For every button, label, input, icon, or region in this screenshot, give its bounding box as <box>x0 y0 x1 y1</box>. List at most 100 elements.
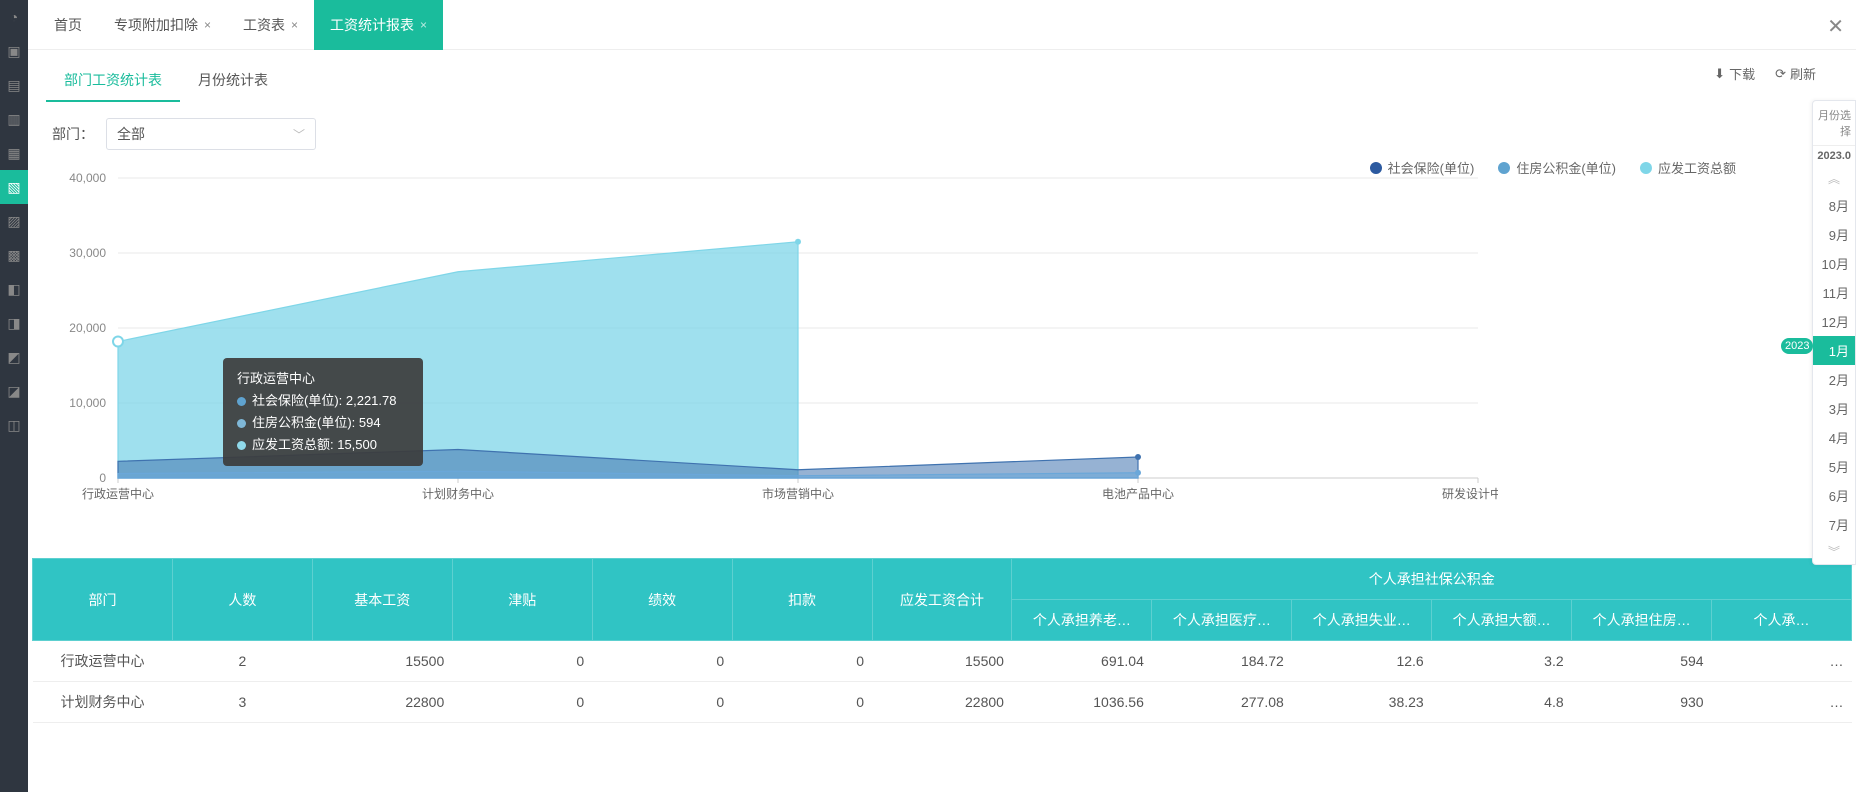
tooltip-title: 行政运营中心 <box>237 368 409 390</box>
th: 个人承… <box>1712 600 1852 641</box>
filter-row: 部门： 全部 ﹀ <box>28 102 1856 158</box>
chart-container: 社会保险(单位)住房公积金(单位)应发工资总额 010,00020,00030,… <box>28 158 1856 558</box>
nav-icon-3[interactable]: ▥ <box>0 102 28 136</box>
salary-table-wrap: 部门人数基本工资津贴绩效扣款应发工资合计个人承担社保公积金个人承担养老…个人承担… <box>28 558 1856 792</box>
svg-text:20,000: 20,000 <box>69 321 106 335</box>
nav-icon-0[interactable]: ◔ <box>0 0 28 34</box>
legend-label: 住房公积金(单位) <box>1516 158 1616 177</box>
svg-text:研发设计中心: 研发设计中心 <box>1442 486 1498 501</box>
table-cell: 0 <box>732 641 872 682</box>
month-panel-up-icon[interactable]: ︽ <box>1813 166 1855 191</box>
table-cell: 277.08 <box>1152 682 1292 723</box>
nav-icon-9[interactable]: ◨ <box>0 306 28 340</box>
nav-icon-1[interactable]: ▣ <box>0 34 28 68</box>
month-option[interactable]: 12月 <box>1813 307 1855 336</box>
chevron-down-icon: ﹀ <box>293 126 305 143</box>
nav-icon-11[interactable]: ◪ <box>0 374 28 408</box>
month-panel-year: 2023.0 <box>1813 146 1855 166</box>
table-cell: 计划财务中心 <box>33 682 173 723</box>
tooltip-text: 社会保险(单位): 2,221.78 <box>252 390 397 412</box>
tooltip-row: 社会保险(单位): 2,221.78 <box>237 390 409 412</box>
sub-tab[interactable]: 部门工资统计表 <box>46 60 180 102</box>
tab-label: 工资表 <box>243 15 285 35</box>
tooltip-text: 住房公积金(单位): 594 <box>252 412 381 434</box>
close-all-tabs-icon[interactable]: ✕ <box>1827 14 1844 39</box>
page-tab[interactable]: 专项附加扣除 × <box>98 0 227 50</box>
tab-label: 工资统计报表 <box>330 15 414 35</box>
table-cell: 22800 <box>872 682 1012 723</box>
month-option[interactable]: 10月 <box>1813 249 1855 278</box>
svg-text:10,000: 10,000 <box>69 396 106 410</box>
tooltip-text: 应发工资总额: 15,500 <box>252 434 377 456</box>
table-cell: 15500 <box>312 641 452 682</box>
tab-close-icon[interactable]: × <box>204 18 211 32</box>
page-tab[interactable]: 工资统计报表 × <box>314 0 443 50</box>
tooltip-dot-icon <box>237 419 246 428</box>
month-option[interactable]: 9月 <box>1813 220 1855 249</box>
svg-text:计划财务中心: 计划财务中心 <box>422 486 494 501</box>
page-tab[interactable]: 首页 <box>38 0 98 50</box>
nav-icon-6[interactable]: ▨ <box>0 204 28 238</box>
nav-icon-5[interactable]: ▧ <box>0 170 28 204</box>
legend-dot-icon <box>1640 162 1652 174</box>
th: 扣款 <box>732 559 872 641</box>
legend-dot-icon <box>1498 162 1510 174</box>
month-panel-header: 月份选择 <box>1813 101 1855 146</box>
download-button[interactable]: ⬇ 下载 <box>1714 64 1755 83</box>
tab-close-icon[interactable]: × <box>291 18 298 32</box>
subtab-actions: ⬇ 下载 ⟳ 刷新 <box>1714 64 1816 83</box>
legend-item[interactable]: 住房公积金(单位) <box>1498 158 1616 177</box>
nav-icon-2[interactable]: ▤ <box>0 68 28 102</box>
month-option[interactable]: 8月 <box>1813 191 1855 220</box>
th-group: 个人承担社保公积金 <box>1012 559 1852 600</box>
table-cell: 0 <box>732 682 872 723</box>
table-cell: … <box>1712 641 1852 682</box>
month-option[interactable]: 5月 <box>1813 452 1855 481</box>
th: 基本工资 <box>312 559 452 641</box>
th: 绩效 <box>592 559 732 641</box>
month-option[interactable]: 6月 <box>1813 481 1855 510</box>
nav-icon-7[interactable]: ▩ <box>0 238 28 272</box>
svg-text:电池产品中心: 电池产品中心 <box>1102 486 1174 501</box>
main-area: 首页 专项附加扣除 × 工资表 × 工资统计报表 × ✕ 部门工资统计表月份统计表 ⬇ 下载 … <box>28 0 1856 792</box>
nav-icon-12[interactable]: ◫ <box>0 408 28 442</box>
legend-dot-icon <box>1370 162 1382 174</box>
refresh-button[interactable]: ⟳ 刷新 <box>1775 64 1816 83</box>
table-cell: 0 <box>452 682 592 723</box>
month-option[interactable]: 4月 <box>1813 423 1855 452</box>
nav-icon-8[interactable]: ◧ <box>0 272 28 306</box>
month-option[interactable]: 1月 <box>1813 336 1855 365</box>
th: 应发工资合计 <box>872 559 1012 641</box>
legend-item[interactable]: 社会保险(单位) <box>1370 158 1475 177</box>
page-tab[interactable]: 工资表 × <box>227 0 314 50</box>
department-select-value: 全部 <box>117 124 145 144</box>
month-option[interactable]: 3月 <box>1813 394 1855 423</box>
legend-item[interactable]: 应发工资总额 <box>1640 158 1736 177</box>
table-cell: 3 <box>172 682 312 723</box>
table-cell: 3.2 <box>1432 641 1572 682</box>
nav-icon-10[interactable]: ◩ <box>0 340 28 374</box>
table-cell: 12.6 <box>1292 641 1432 682</box>
nav-icon-4[interactable]: ▦ <box>0 136 28 170</box>
th: 个人承担大额… <box>1432 600 1572 641</box>
table-cell: 184.72 <box>1152 641 1292 682</box>
table-cell: 4.8 <box>1432 682 1572 723</box>
tab-label: 专项附加扣除 <box>114 15 198 35</box>
table-cell: 38.23 <box>1292 682 1432 723</box>
table-cell: 1036.56 <box>1012 682 1152 723</box>
th: 津贴 <box>452 559 592 641</box>
tab-close-icon[interactable]: × <box>420 18 427 32</box>
table-row[interactable]: 行政运营中心21550000015500691.04184.7212.63.25… <box>33 641 1852 682</box>
legend-label: 应发工资总额 <box>1658 158 1736 177</box>
sub-tab[interactable]: 月份统计表 <box>180 60 286 102</box>
month-option[interactable]: 7月 <box>1813 510 1855 539</box>
department-select[interactable]: 全部 ﹀ <box>106 118 316 150</box>
table-row[interactable]: 计划财务中心322800000228001036.56277.0838.234.… <box>33 682 1852 723</box>
table-cell: 15500 <box>872 641 1012 682</box>
filter-label: 部门： <box>52 124 94 144</box>
month-option[interactable]: 2月 <box>1813 365 1855 394</box>
month-panel-down-icon[interactable]: ︾ <box>1813 539 1855 564</box>
month-option[interactable]: 11月 <box>1813 278 1855 307</box>
salary-table: 部门人数基本工资津贴绩效扣款应发工资合计个人承担社保公积金个人承担养老…个人承担… <box>32 558 1852 723</box>
tab-label: 首页 <box>54 15 82 35</box>
